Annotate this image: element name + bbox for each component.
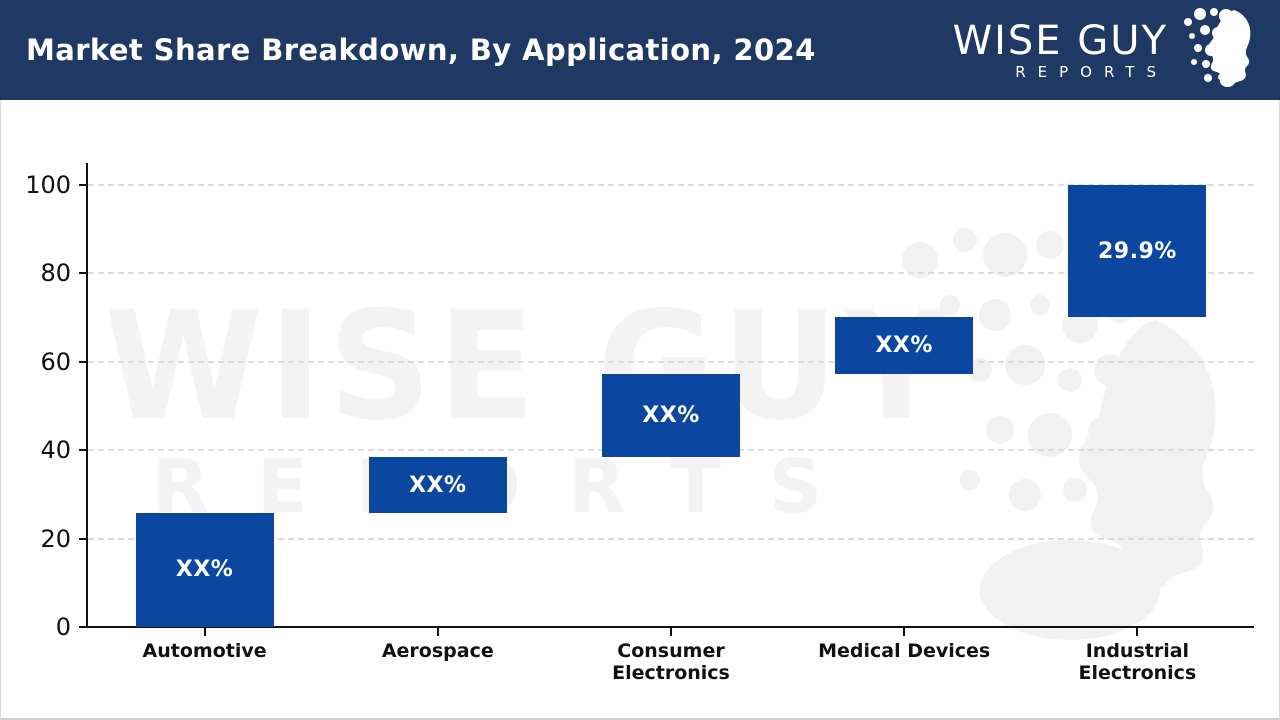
gridline-20 (88, 537, 1254, 540)
bar-medical-devices: XX% (835, 317, 974, 375)
dotted-head-logo-icon (1178, 6, 1254, 94)
x-category-label: Industrial Electronics (1022, 640, 1252, 684)
y-tick-label-20: 20 (40, 524, 71, 553)
y-tick-20 (79, 537, 88, 540)
gridline-80 (88, 272, 1254, 275)
x-category-label-line: Industrial (1085, 640, 1190, 662)
x-category-label-line: Electronics (612, 662, 730, 684)
brand-subname: REPORTS (1015, 62, 1168, 81)
x-category-label: Medical Devices (789, 640, 1019, 662)
brand-logo: WISE GUY REPORTS (953, 6, 1254, 94)
y-tick-100 (79, 184, 88, 186)
y-tick-label-100: 100 (25, 171, 71, 199)
bar-value-label: XX% (875, 333, 933, 359)
bar-value-label: XX% (642, 403, 700, 429)
gridline-100 (88, 184, 1254, 186)
brand-name: WISE GUY (952, 17, 1168, 64)
x-tick-2 (670, 627, 672, 636)
header-banner: Market Share Breakdown, By Application, … (0, 0, 1280, 100)
watermark-brand-name: WISE GUY (104, 280, 955, 454)
bar-industrial-electronics: 29.9% (1068, 185, 1207, 318)
y-tick-0 (79, 626, 88, 628)
bar-aerospace: XX% (368, 457, 507, 513)
y-tick-label-60: 60 (40, 347, 71, 376)
y-tick-label-0: 0 (55, 613, 71, 641)
y-tick-label-40: 40 (40, 436, 71, 465)
x-tick-0 (203, 627, 206, 636)
x-tick-4 (1136, 627, 1139, 636)
bar-consumer-electronics: XX% (602, 374, 740, 458)
x-category-label-line: Medical Devices (818, 640, 991, 662)
gridline-60 (88, 360, 1254, 363)
x-category-label-line: Electronics (1078, 662, 1197, 684)
page-title: Market Share Breakdown, By Application, … (26, 33, 816, 67)
y-tick-60 (79, 360, 88, 363)
bar-value-label: 29.9% (1097, 238, 1177, 264)
x-category-label-line: Aerospace (381, 640, 494, 662)
brand-logo-text: WISE GUY REPORTS (953, 21, 1168, 80)
y-axis-line (86, 163, 88, 627)
y-tick-40 (79, 449, 88, 452)
x-tick-1 (436, 627, 439, 636)
x-tick-3 (903, 627, 906, 636)
x-category-label: Consumer Electronics (556, 640, 786, 684)
bar-value-label: XX% (409, 472, 467, 498)
bar-value-label: XX% (175, 557, 234, 583)
x-category-label-line: Automotive (142, 640, 267, 662)
y-tick-80 (79, 272, 88, 275)
bar-automotive: XX% (135, 512, 274, 627)
y-tick-label-80: 80 (40, 259, 71, 288)
x-category-label: Aerospace (323, 640, 553, 662)
x-category-label: Automotive (90, 640, 320, 662)
x-category-label-line: Consumer (617, 640, 725, 662)
